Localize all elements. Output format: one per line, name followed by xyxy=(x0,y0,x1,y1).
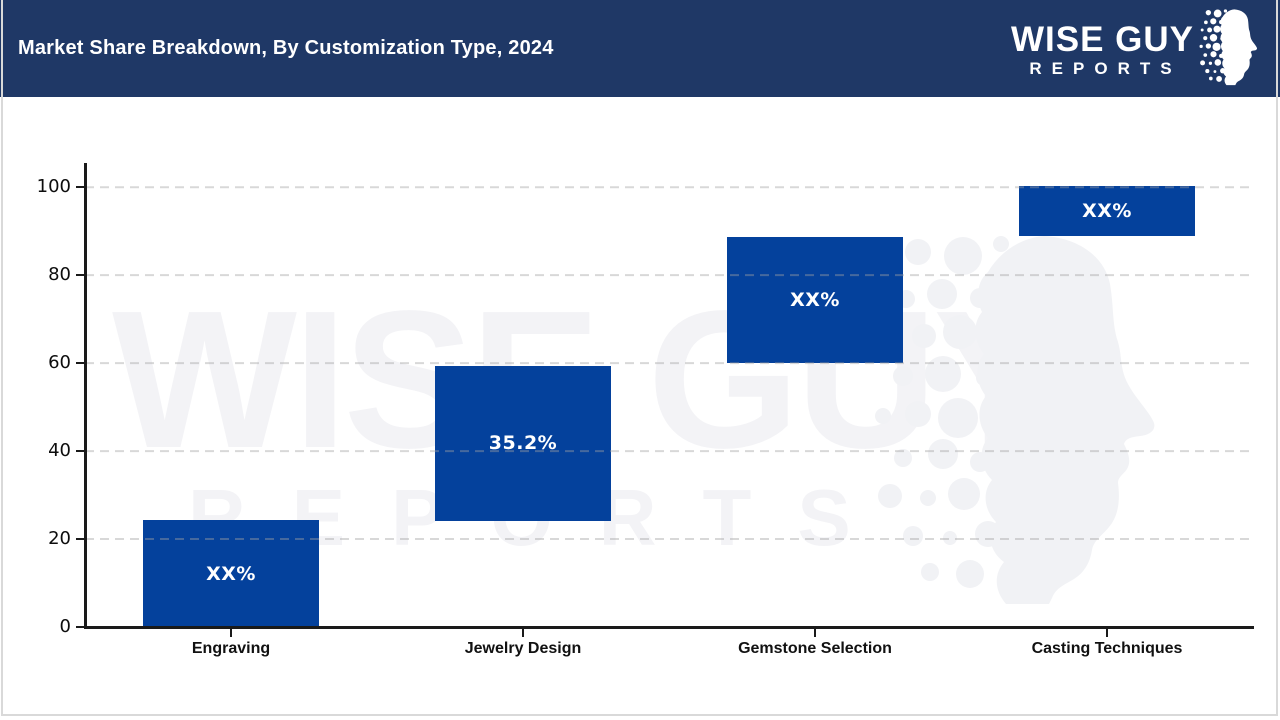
y-tick-label: 60 xyxy=(48,352,71,374)
y-tick xyxy=(76,538,84,541)
logo-text: WISE GUY REPORTS xyxy=(1011,22,1194,77)
chart-area: 0 20 40 60 80 100 XX% Engraving 35.2% Jewelry D… xyxy=(0,97,1280,720)
page-title: Market Share Breakdown, By Customization… xyxy=(18,37,554,59)
logo-tagline: REPORTS xyxy=(1029,58,1182,78)
wiseguy-head-icon xyxy=(1199,9,1258,86)
bar-value-label: 35.2% xyxy=(488,432,558,455)
y-tick-label: 0 xyxy=(59,616,71,637)
y-tick-label: 100 xyxy=(36,176,71,198)
y-tick-label: 40 xyxy=(48,440,71,462)
y-tick-label: 80 xyxy=(48,264,71,286)
y-tick xyxy=(76,362,84,365)
bar-jewelry-design: 35.2% xyxy=(435,365,611,521)
wiseguy-logo: WISE GUY REPORTS xyxy=(1011,6,1266,86)
bar-gemstone-selection: XX% xyxy=(727,236,903,364)
category-label: Jewelry Design xyxy=(464,640,582,657)
category-label: Gemstone Selection xyxy=(738,640,892,657)
bar-value-label: XX% xyxy=(206,562,256,585)
header-banner: Market Share Breakdown, By Customization… xyxy=(0,0,1280,97)
x-tick xyxy=(522,629,524,637)
bar-casting-techniques: XX% xyxy=(1019,186,1195,236)
watermark-head-icon xyxy=(875,236,1155,604)
y-tick xyxy=(76,450,84,453)
category-label: Casting Techniques xyxy=(1031,640,1183,657)
x-tick xyxy=(230,629,232,637)
bar-engraving: XX% xyxy=(143,520,319,627)
bar-value-label: XX% xyxy=(790,288,840,311)
y-tick xyxy=(76,186,84,189)
x-tick xyxy=(814,629,816,637)
y-tick-label: 20 xyxy=(48,528,71,550)
x-axis-line xyxy=(84,626,1254,629)
y-axis-line xyxy=(84,163,87,629)
y-tick xyxy=(76,274,84,277)
y-tick xyxy=(76,626,84,628)
bar-value-label: XX% xyxy=(1082,200,1132,223)
x-tick xyxy=(1106,629,1108,637)
logo-name: WISE GUY xyxy=(1010,19,1194,59)
category-label: Engraving xyxy=(191,640,271,657)
